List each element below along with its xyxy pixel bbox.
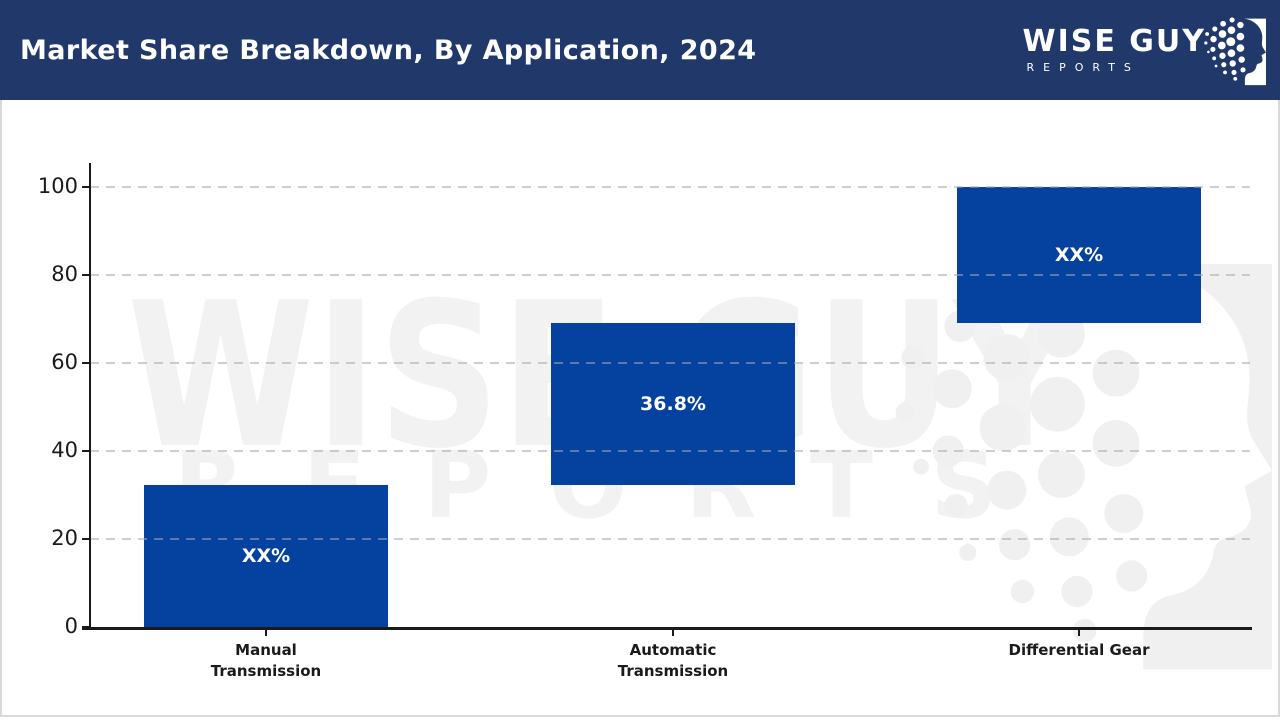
logo-subtitle: REPORTS [1026, 61, 1140, 74]
x-tick-mark [1078, 630, 1080, 636]
y-tick-label: 100 [37, 174, 78, 198]
bar: XX% [957, 187, 1201, 323]
x-category-label: Automatic Transmission [513, 640, 833, 682]
x-axis-line [82, 627, 1252, 630]
y-tick-label: 40 [51, 438, 78, 462]
y-tick-mark [82, 186, 90, 188]
y-tick-label: 60 [51, 350, 78, 374]
logo-face-icon [1202, 14, 1266, 86]
bar-value-label: XX% [241, 544, 291, 567]
y-tick-label: 20 [51, 526, 78, 550]
x-category-label-line: Transmission [617, 662, 729, 680]
bar: 36.8% [551, 322, 795, 485]
gridline [90, 362, 1250, 364]
x-category-label-line: Automatic [629, 641, 717, 659]
x-tick-mark [672, 630, 674, 636]
gridline [90, 450, 1250, 452]
logo-text: WISE GUY REPORTS [1022, 24, 1206, 75]
y-axis-line [89, 163, 91, 629]
chart-area: WISE GUY REPORTS 0 20 40 60 80 100 XX% 36.8% XX%… [0, 100, 1280, 717]
y-tick-mark [82, 538, 90, 540]
wise-guy-reports-logo: WISE GUY REPORTS [1022, 14, 1266, 86]
y-tick-mark [82, 274, 90, 276]
y-tick-label: 0 [64, 614, 78, 638]
x-category-label: Manual Transmission [106, 640, 426, 682]
gridline [90, 274, 1250, 276]
x-category-label-line: Manual [235, 641, 297, 659]
y-tick-label: 80 [51, 262, 78, 286]
bar-value-label: XX% [1054, 243, 1104, 266]
gridline [90, 186, 1250, 188]
logo-wordmark: WISE GUY [1022, 24, 1206, 59]
header-bar: Market Share Breakdown, By Application, … [0, 0, 1280, 100]
x-tick-mark [265, 630, 267, 636]
x-category-label: Differential Gear [919, 640, 1239, 661]
y-tick-mark [82, 450, 90, 452]
chart-title: Market Share Breakdown, By Application, … [20, 34, 757, 66]
bar: XX% [144, 484, 388, 627]
x-category-label-line: Differential Gear [1008, 641, 1150, 659]
gridline [90, 538, 1250, 540]
y-tick-mark [82, 362, 90, 364]
bar-value-label: 36.8% [640, 392, 706, 415]
x-category-label-line: Transmission [210, 662, 322, 680]
